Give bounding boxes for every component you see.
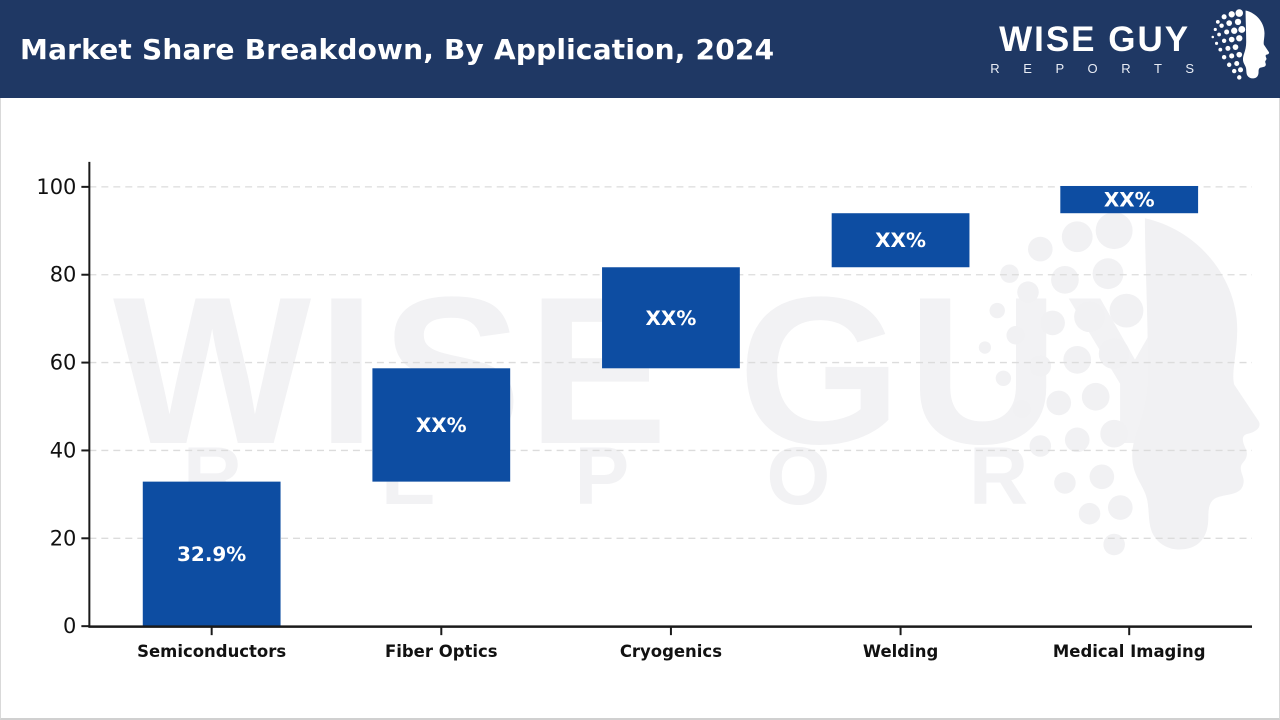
brand-logo-text: WISE GUY R E P O R T S bbox=[985, 22, 1204, 76]
brand-head-icon bbox=[1206, 8, 1270, 90]
x-category-label-cryogenics: Cryogenics bbox=[620, 642, 722, 661]
header-bar: Market Share Breakdown, By Application, … bbox=[0, 0, 1280, 98]
x-category-label-fiber-optics: Fiber Optics bbox=[385, 642, 498, 661]
brand-subtitle: R E P O R T S bbox=[990, 61, 1204, 76]
bar-medical-imaging bbox=[1060, 185, 1199, 214]
x-category-label-semiconductors: Semiconductors bbox=[137, 642, 286, 661]
brand-name: WISE GUY bbox=[999, 20, 1191, 59]
bar-label-fiber-optics: XX% bbox=[416, 413, 467, 437]
brand-logo: WISE GUY R E P O R T S bbox=[985, 8, 1270, 90]
bar-label-welding: XX% bbox=[875, 228, 926, 252]
bar-semiconductors bbox=[142, 481, 281, 627]
bar-fiber-optics bbox=[372, 368, 511, 482]
bar-label-medical-imaging: XX% bbox=[1104, 188, 1155, 212]
y-tick-label-100: 100 bbox=[36, 175, 76, 199]
y-tick-label-0: 0 bbox=[63, 614, 76, 638]
x-category-label-medical-imaging: Medical Imaging bbox=[1053, 642, 1206, 661]
bar-cryogenics bbox=[602, 267, 740, 369]
page-title: Market Share Breakdown, By Application, … bbox=[20, 32, 775, 66]
bar-label-semiconductors: 32.9% bbox=[177, 542, 246, 566]
y-tick-label-60: 60 bbox=[50, 351, 77, 375]
x-category-label-welding: Welding bbox=[863, 642, 938, 661]
chart-panel: WISE GUY R E P O R T S 32.9%XX%XX%XX%XX%… bbox=[0, 98, 1280, 720]
y-tick-label-40: 40 bbox=[50, 438, 77, 462]
bar-label-cryogenics: XX% bbox=[646, 306, 697, 330]
y-tick-label-20: 20 bbox=[50, 526, 77, 550]
waterfall-chart: 32.9% XX% XX% XX% XX% 0 20 40 60 80 100 Semiconduct… bbox=[36, 161, 1253, 661]
bar-welding bbox=[831, 213, 970, 268]
y-tick-label-80: 80 bbox=[50, 263, 77, 287]
